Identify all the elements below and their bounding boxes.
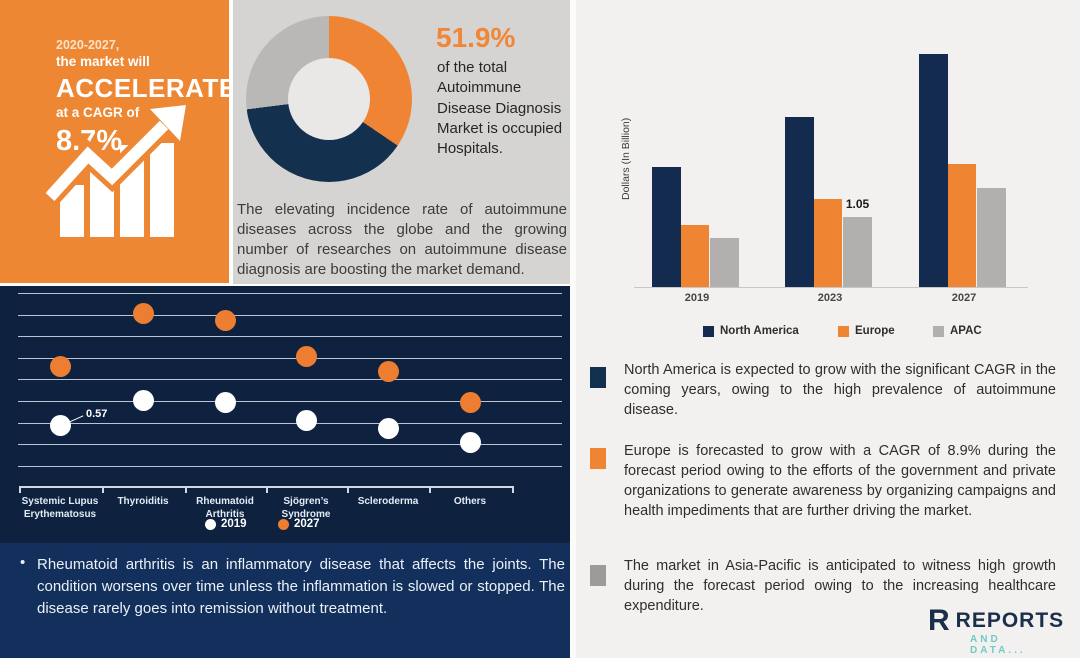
dot-2027-3: [295, 345, 317, 367]
dot-plot-category-label: Others: [453, 496, 487, 507]
dot-2019-0: [49, 414, 71, 436]
bar-x-tick-label: 2019: [684, 292, 710, 304]
dot-2019-2: [214, 391, 236, 413]
legend-label: Europe: [855, 325, 895, 337]
dot-plot-gridline: [18, 293, 562, 294]
dot-plot-axis-tick: [19, 486, 21, 493]
legend-label: North America: [720, 325, 799, 337]
logo-title: REPORTS: [955, 609, 1065, 632]
prevalence-dot-plot: Systemic Lupus Erythematosus Thyroiditis R…: [0, 286, 570, 543]
dot-plot-gridline: [18, 357, 562, 359]
legend-swatch: [933, 325, 944, 337]
bar-europe-2019: [681, 225, 709, 287]
dot-plot-gridline: [18, 401, 562, 402]
north-america-bullet-marker: [590, 367, 606, 388]
panel-divider: [0, 283, 570, 286]
dot-plot-axis-tick: [347, 486, 349, 493]
dot-2027-5: [459, 392, 481, 414]
bar-europe-2023: [814, 199, 842, 287]
panel-divider: [570, 0, 576, 658]
dot-plot-axis-tick: [102, 486, 104, 493]
legend-item-north-america: North America: [703, 325, 799, 337]
dot-plot-category-label: Systemic Lupus Erythematosus: [21, 496, 99, 520]
dot-2019-4: [377, 417, 399, 439]
dot-plot-gridline: [18, 465, 562, 467]
legend-swatch: [278, 518, 289, 530]
bar-apac-2027: [977, 188, 1006, 287]
dot-plot-axis-tick: [429, 486, 431, 493]
dot-2019-1: [132, 389, 154, 411]
hospital-share-value: 51.9%: [436, 22, 516, 53]
accelerate-cagr-lead: at a CAGR of: [56, 105, 140, 120]
ra-note-text: Rheumatoid arthritis is an inflammatory …: [37, 556, 565, 617]
dot-plot-gridline: [18, 379, 562, 381]
donut-hole: [288, 58, 370, 140]
bar-chart-x-axis: [634, 287, 1028, 288]
bar-europe-2027: [948, 164, 976, 287]
accelerate-years: 2020-2027,: [56, 38, 120, 52]
dot-2027-4: [377, 360, 399, 382]
dot-plot-category-label: Rheumatoid Arthritis: [196, 496, 254, 520]
dot-2019-5: [459, 431, 481, 453]
europe-bullet-text: Europe is forecasted to grow with a CAGR…: [624, 443, 1056, 519]
logo-subtitle: AND DATA...: [970, 634, 1026, 656]
right-panel: Dollars (In Billion) 2019 2023 2027 North A…: [576, 0, 1080, 658]
dot-plot-legend-2027: 2027: [278, 518, 320, 530]
accelerate-headline: ACCELERATE: [56, 72, 237, 103]
legend-label: APAC: [950, 325, 982, 337]
dot-plot-gridline: [18, 314, 562, 316]
dot-plot-data-label: 0.57: [86, 408, 108, 421]
dot-plot-axis-tick: [185, 486, 187, 493]
accelerate-panel: 2020-2027, the market will ACCELERATE at…: [0, 0, 236, 284]
apac-bullet-text: The market in Asia-Pacific is anticipate…: [624, 558, 1056, 614]
bar-x-tick-label: 2023: [817, 292, 843, 304]
legend-swatch: [703, 325, 714, 337]
dot-plot-axis-tick: [266, 486, 268, 493]
legend-swatch: [205, 518, 216, 530]
bar-north-america-2019: [652, 167, 681, 287]
bullet-glyph: •: [20, 554, 26, 571]
bar-apac-2023: [843, 217, 872, 287]
hospital-share-panel: 51.9% of the total Autoimmune Disease Di…: [233, 0, 570, 284]
panel-divider: [229, 0, 233, 284]
ra-note-panel: • Rheumatoid arthritis is an inflammator…: [0, 543, 570, 658]
dot-plot-axis-tick: [512, 486, 514, 493]
bar-apac-2019: [710, 238, 739, 287]
europe-bullet-marker: [590, 448, 606, 469]
dot-2019-3: [295, 409, 317, 431]
dot-2027-0: [49, 355, 71, 377]
legend-label: 2019: [221, 518, 247, 530]
bar-x-tick-label: 2027: [951, 292, 977, 304]
bar-chart-y-axis-label: Dollars (In Billion): [620, 117, 632, 200]
dot-plot-legend-2019: 2019: [205, 518, 247, 530]
bar-north-america-2023: [785, 117, 814, 287]
dot-plot-category-label: Sjögren’s Syndrome: [281, 496, 331, 520]
logo-row: R REPORTS: [928, 604, 1063, 637]
donut-chart: [246, 16, 412, 182]
dot-plot-category-label: Thyroiditis: [117, 496, 169, 507]
dot-plot-category-label: Scleroderma: [357, 496, 419, 507]
accelerate-lead: the market will: [56, 53, 150, 69]
legend-item-apac: APAC: [933, 325, 982, 337]
dot-plot-gridline: [18, 444, 562, 446]
legend-item-europe: Europe: [838, 325, 895, 337]
dot-plot-gridline: [18, 422, 562, 424]
bar-data-label: 1.05: [845, 197, 870, 211]
legend-label: 2027: [294, 518, 320, 530]
reports-and-data-logo: R REPORTS AND DATA...: [928, 604, 1063, 657]
dot-2027-2: [214, 310, 236, 331]
legend-swatch: [838, 325, 849, 337]
north-america-bullet-text: North America is expected to grow with t…: [624, 362, 1056, 418]
bar-north-america-2027: [919, 54, 948, 287]
dot-plot-x-axis: [19, 486, 512, 488]
apac-bullet-marker: [590, 565, 606, 586]
regional-bar-chart: Dollars (In Billion) 2019 2023 2027 North A…: [576, 0, 1080, 350]
dot-plot-gridline: [18, 336, 562, 338]
dot-2027-1: [132, 302, 154, 324]
growth-chart-arrow-icon: [46, 105, 186, 237]
hospital-share-description: of the total Autoimmune Disease Diagnosi…: [437, 59, 563, 157]
logo-r-mark: R: [928, 604, 950, 637]
market-driver-paragraph: The elevating incidence rate of autoimmu…: [237, 201, 567, 278]
